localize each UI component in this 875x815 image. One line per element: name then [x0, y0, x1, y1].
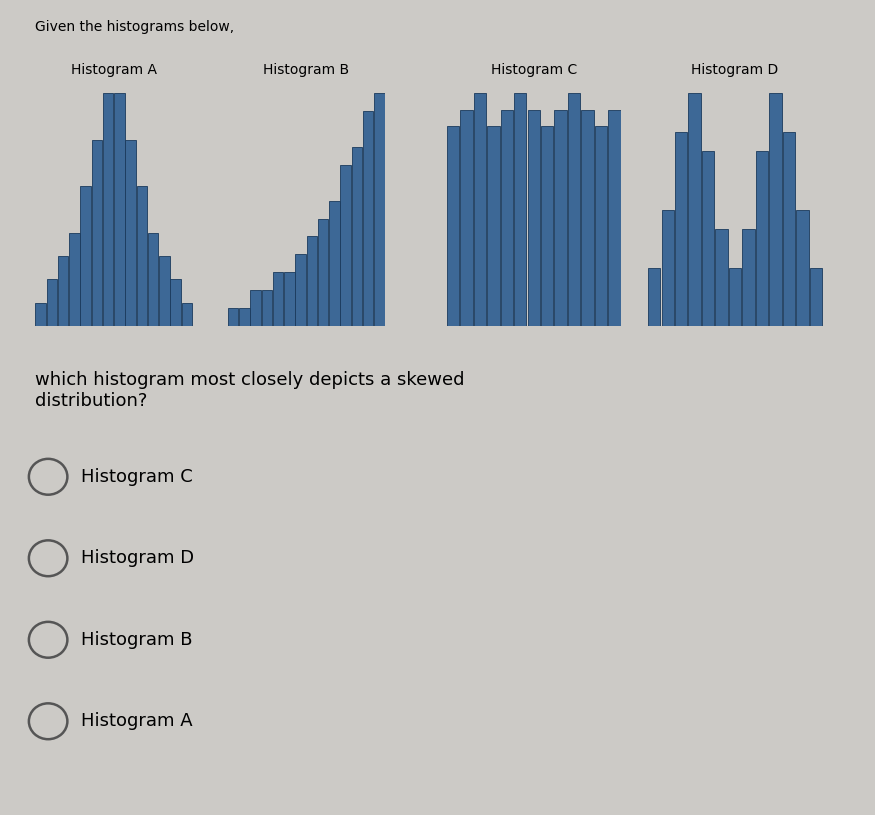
Bar [307, 236, 317, 326]
Bar [528, 110, 540, 326]
Bar [115, 93, 124, 326]
Bar [487, 126, 500, 326]
Bar [689, 93, 701, 326]
Bar [69, 233, 80, 326]
Bar [500, 110, 513, 326]
Bar [473, 93, 487, 326]
Text: which histogram most closely depicts a skewed
distribution?: which histogram most closely depicts a s… [35, 371, 465, 410]
Bar [581, 110, 594, 326]
Bar [782, 132, 795, 326]
Bar [92, 139, 102, 326]
Bar [374, 93, 384, 326]
Bar [460, 110, 472, 326]
Bar [716, 229, 728, 326]
Bar [340, 165, 351, 326]
Bar [148, 233, 158, 326]
Bar [756, 152, 768, 326]
Bar [329, 200, 340, 326]
Bar [262, 290, 272, 326]
Bar [125, 139, 136, 326]
Bar [447, 126, 459, 326]
Text: Histogram B: Histogram B [81, 631, 192, 649]
Bar [514, 93, 527, 326]
Bar [103, 93, 113, 326]
Bar [182, 302, 192, 326]
Bar [250, 290, 261, 326]
Bar [296, 254, 305, 326]
Bar [239, 308, 249, 326]
Bar [608, 110, 620, 326]
Bar [363, 111, 374, 326]
Bar [318, 218, 328, 326]
Bar [555, 110, 567, 326]
Bar [595, 126, 607, 326]
Text: Histogram D: Histogram D [81, 549, 194, 567]
Bar [796, 209, 808, 326]
Bar [36, 302, 46, 326]
Bar [80, 187, 91, 326]
Bar [648, 268, 661, 326]
Bar [46, 280, 57, 326]
Text: Histogram C: Histogram C [491, 64, 577, 77]
Bar [729, 268, 741, 326]
Bar [769, 93, 781, 326]
Bar [136, 187, 147, 326]
Bar [284, 272, 295, 326]
Bar [809, 268, 822, 326]
Bar [58, 256, 68, 326]
Bar [352, 147, 362, 326]
Text: Histogram C: Histogram C [81, 468, 193, 486]
Bar [662, 209, 674, 326]
Bar [568, 93, 580, 326]
Bar [159, 256, 170, 326]
Text: Histogram B: Histogram B [263, 64, 349, 77]
Bar [675, 132, 688, 326]
Bar [273, 272, 284, 326]
Bar [171, 280, 181, 326]
Bar [228, 308, 238, 326]
Text: Histogram D: Histogram D [691, 64, 779, 77]
Text: Histogram A: Histogram A [71, 64, 157, 77]
Text: Given the histograms below,: Given the histograms below, [35, 20, 234, 34]
Text: Histogram A: Histogram A [81, 712, 193, 730]
Bar [702, 152, 714, 326]
Bar [742, 229, 754, 326]
Bar [541, 126, 553, 326]
